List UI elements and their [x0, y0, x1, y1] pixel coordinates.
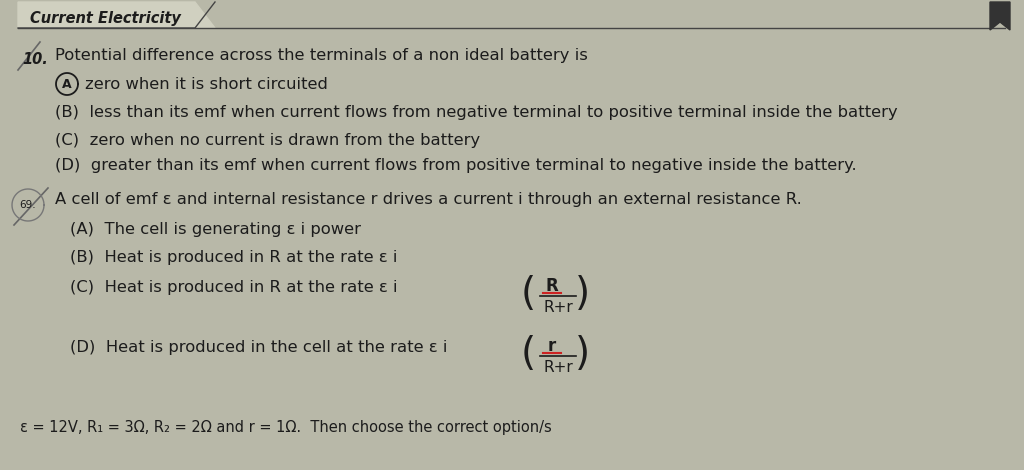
- Text: (D)  Heat is produced in the cell at the rate ε i: (D) Heat is produced in the cell at the …: [70, 340, 458, 355]
- Text: R+r: R+r: [543, 360, 572, 376]
- Text: (A)  The cell is generating ε i power: (A) The cell is generating ε i power: [70, 222, 361, 237]
- Text: (: (: [520, 275, 536, 313]
- Text: (: (: [520, 335, 536, 373]
- Text: ε = 12V, R₁ = 3Ω, R₂ = 2Ω and r = 1Ω.  Then choose the correct option/s: ε = 12V, R₁ = 3Ω, R₂ = 2Ω and r = 1Ω. Th…: [20, 420, 552, 435]
- Polygon shape: [990, 2, 1010, 30]
- Text: 69.: 69.: [19, 200, 36, 210]
- Text: Current Electricity: Current Electricity: [30, 10, 181, 25]
- Text: R: R: [546, 277, 558, 295]
- Text: zero when it is short circuited: zero when it is short circuited: [85, 77, 328, 92]
- Text: 10.: 10.: [22, 52, 48, 67]
- Text: A: A: [62, 78, 72, 91]
- Text: (C)  Heat is produced in R at the rate ε i: (C) Heat is produced in R at the rate ε …: [70, 280, 408, 295]
- Text: (B)  Heat is produced in R at the rate ε i: (B) Heat is produced in R at the rate ε …: [70, 250, 397, 265]
- Text: ): ): [574, 335, 590, 373]
- Text: (D)  greater than its emf when current flows from positive terminal to negative : (D) greater than its emf when current fl…: [55, 158, 857, 173]
- Text: R+r: R+r: [543, 300, 572, 315]
- Text: Potential difference across the terminals of a non ideal battery is: Potential difference across the terminal…: [55, 48, 588, 63]
- Polygon shape: [18, 2, 215, 28]
- Text: (C)  zero when no current is drawn from the battery: (C) zero when no current is drawn from t…: [55, 133, 480, 148]
- Text: r: r: [548, 337, 556, 355]
- Text: (B)  less than its emf when current flows from negative terminal to positive ter: (B) less than its emf when current flows…: [55, 105, 898, 120]
- Text: A cell of emf ε and internal resistance r drives a current i through an external: A cell of emf ε and internal resistance …: [55, 192, 802, 207]
- Text: ): ): [574, 275, 590, 313]
